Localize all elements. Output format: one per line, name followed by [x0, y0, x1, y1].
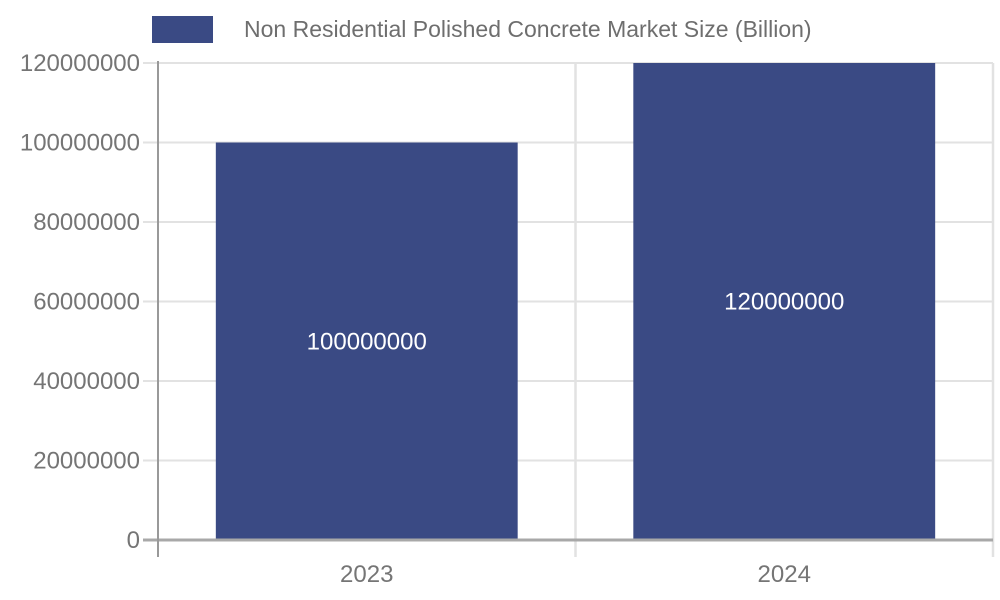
y-tick-label: 100000000 [20, 130, 140, 157]
legend: Non Residential Polished Concrete Market… [152, 16, 812, 43]
x-tick-label: 2023 [340, 561, 393, 588]
bar-2024 [633, 63, 936, 540]
y-tick-label: 0 [127, 527, 140, 554]
legend-swatch [152, 16, 213, 43]
bar-value-label: 120000000 [724, 289, 844, 316]
bar-value-label: 100000000 [307, 328, 427, 355]
bar-2023 [215, 142, 518, 540]
x-tick-label: 2024 [758, 561, 811, 588]
y-tick-label: 80000000 [33, 209, 140, 236]
legend-label: Non Residential Polished Concrete Market… [244, 16, 812, 42]
y-tick-label: 120000000 [20, 50, 140, 77]
y-tick-label: 60000000 [33, 289, 140, 316]
y-tick-label: 20000000 [33, 448, 140, 475]
y-tick-label: 40000000 [33, 368, 140, 395]
